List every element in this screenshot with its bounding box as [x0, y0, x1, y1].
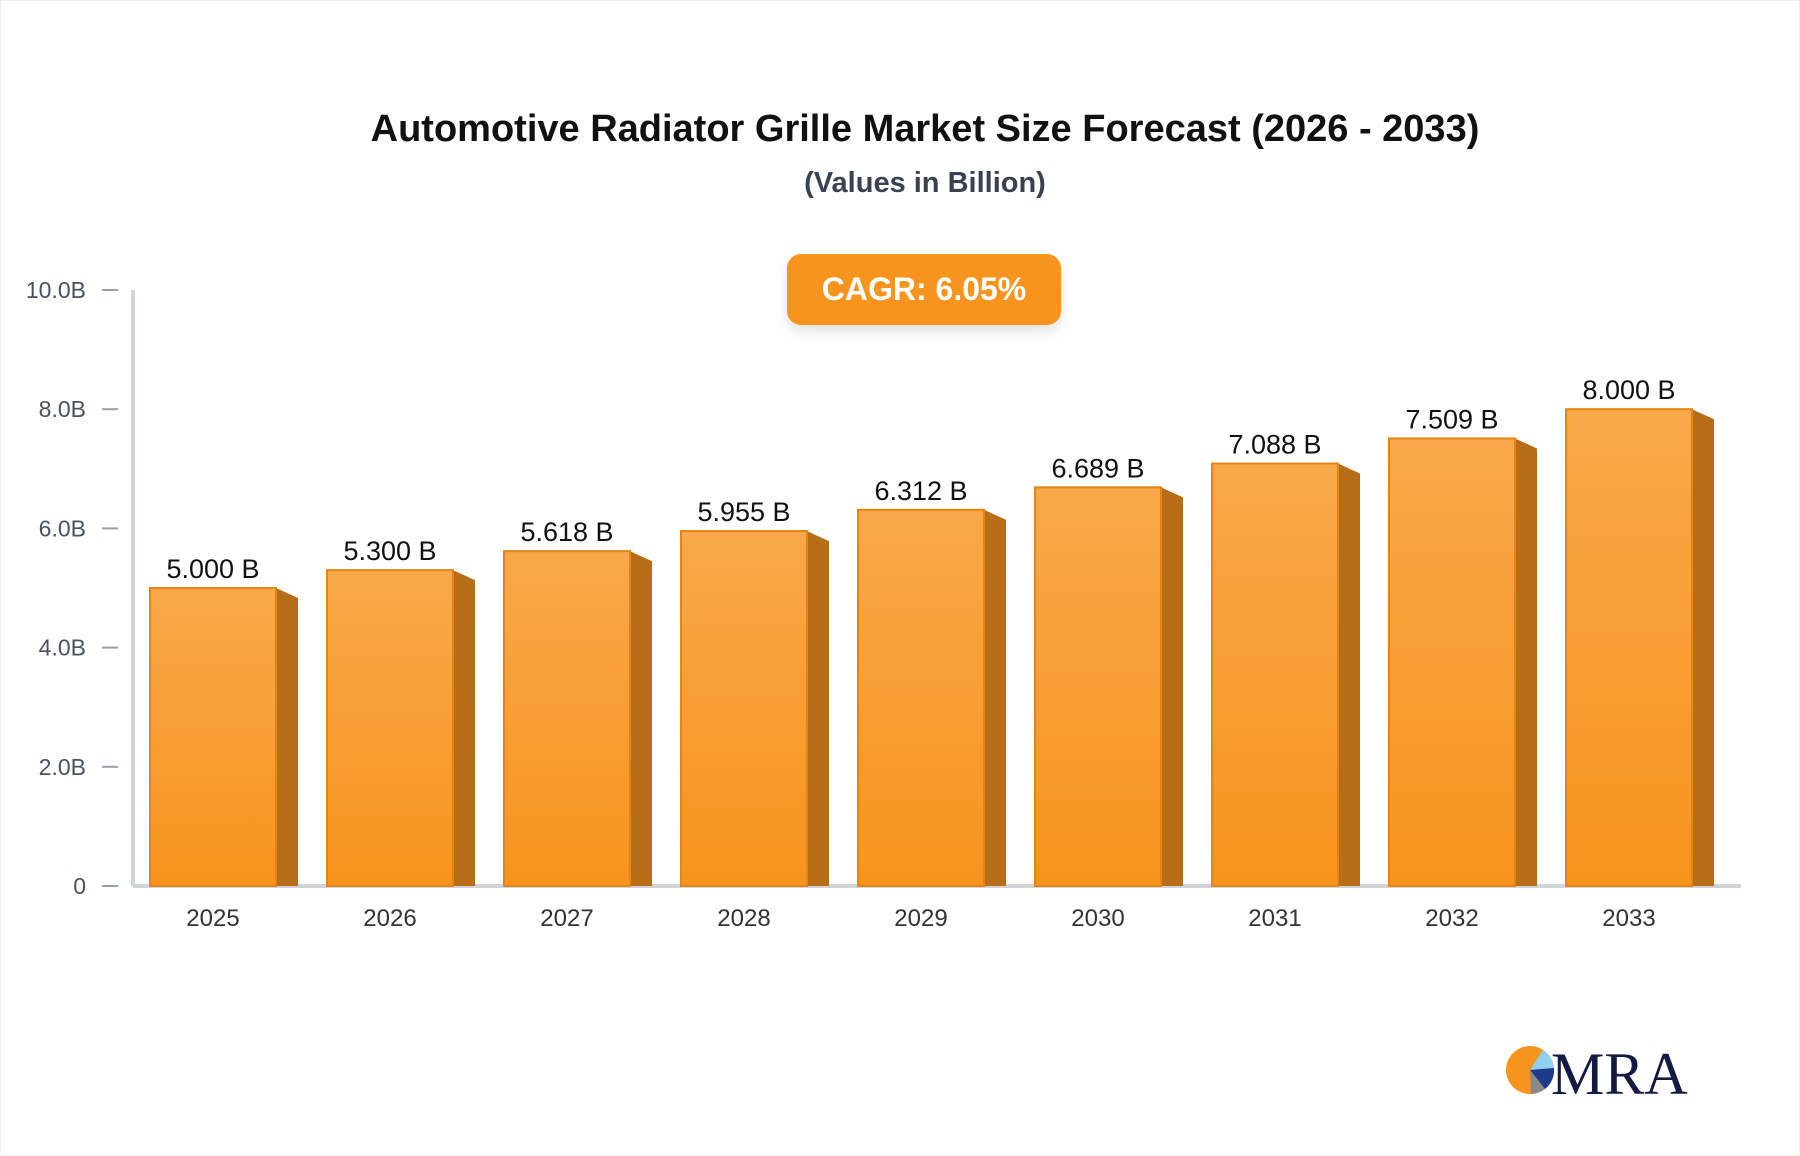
- bar-side: [807, 531, 829, 886]
- bar: [326, 569, 454, 887]
- bar-side: [1338, 463, 1360, 886]
- data-label: 6.312 B: [874, 476, 967, 506]
- x-tick-label: 2028: [717, 905, 770, 932]
- mra-logo: MRA: [1506, 1041, 1688, 1100]
- bar: [1211, 462, 1339, 887]
- data-label: 5.300 B: [343, 536, 436, 566]
- y-tick-label: 0: [73, 873, 86, 899]
- y-tick-label: 6.0B: [39, 515, 86, 541]
- x-tick-label: 2031: [1248, 905, 1301, 932]
- bar: [680, 530, 808, 887]
- bar-side: [1161, 487, 1183, 886]
- y-tick-label: 8.0B: [39, 396, 86, 422]
- data-label: 6.689 B: [1051, 453, 1144, 483]
- data-label: 5.955 B: [697, 497, 790, 527]
- data-label: 5.000 B: [166, 554, 259, 584]
- y-tick-label: 2.0B: [39, 754, 86, 780]
- bar-side: [1515, 438, 1537, 886]
- bar: [149, 587, 277, 887]
- y-tick-label: 4.0B: [39, 635, 86, 661]
- y-tick-label: 10.0B: [26, 277, 86, 303]
- chart-subtitle: (Values in Billion): [804, 167, 1046, 199]
- x-tick-label: 2025: [186, 905, 239, 932]
- x-tick-label: 2032: [1425, 905, 1478, 932]
- svg-text:MRA: MRA: [1551, 1041, 1688, 1100]
- bar: [857, 508, 985, 887]
- x-tick-label: 2029: [894, 905, 947, 932]
- bar: [503, 550, 631, 887]
- data-label: 7.509 B: [1405, 404, 1498, 434]
- data-label: 7.088 B: [1228, 430, 1321, 460]
- x-tick-label: 2030: [1071, 905, 1124, 932]
- cagr-badge: CAGR: 6.05%: [787, 254, 1061, 325]
- bar: [1388, 437, 1516, 887]
- bar: [1565, 408, 1693, 887]
- bar-side: [1692, 409, 1714, 886]
- x-tick-label: 2033: [1602, 905, 1655, 932]
- data-label: 5.618 B: [520, 517, 613, 547]
- bar-side: [453, 570, 475, 886]
- bar-side: [984, 509, 1006, 886]
- x-tick-label: 2027: [540, 905, 593, 932]
- x-tick-label: 2026: [363, 905, 416, 932]
- bar: [1034, 486, 1162, 887]
- bar-side: [630, 551, 652, 886]
- data-label: 8.000 B: [1582, 375, 1675, 405]
- chart-title: Automotive Radiator Grille Market Size F…: [370, 108, 1480, 150]
- bar-side: [276, 588, 298, 886]
